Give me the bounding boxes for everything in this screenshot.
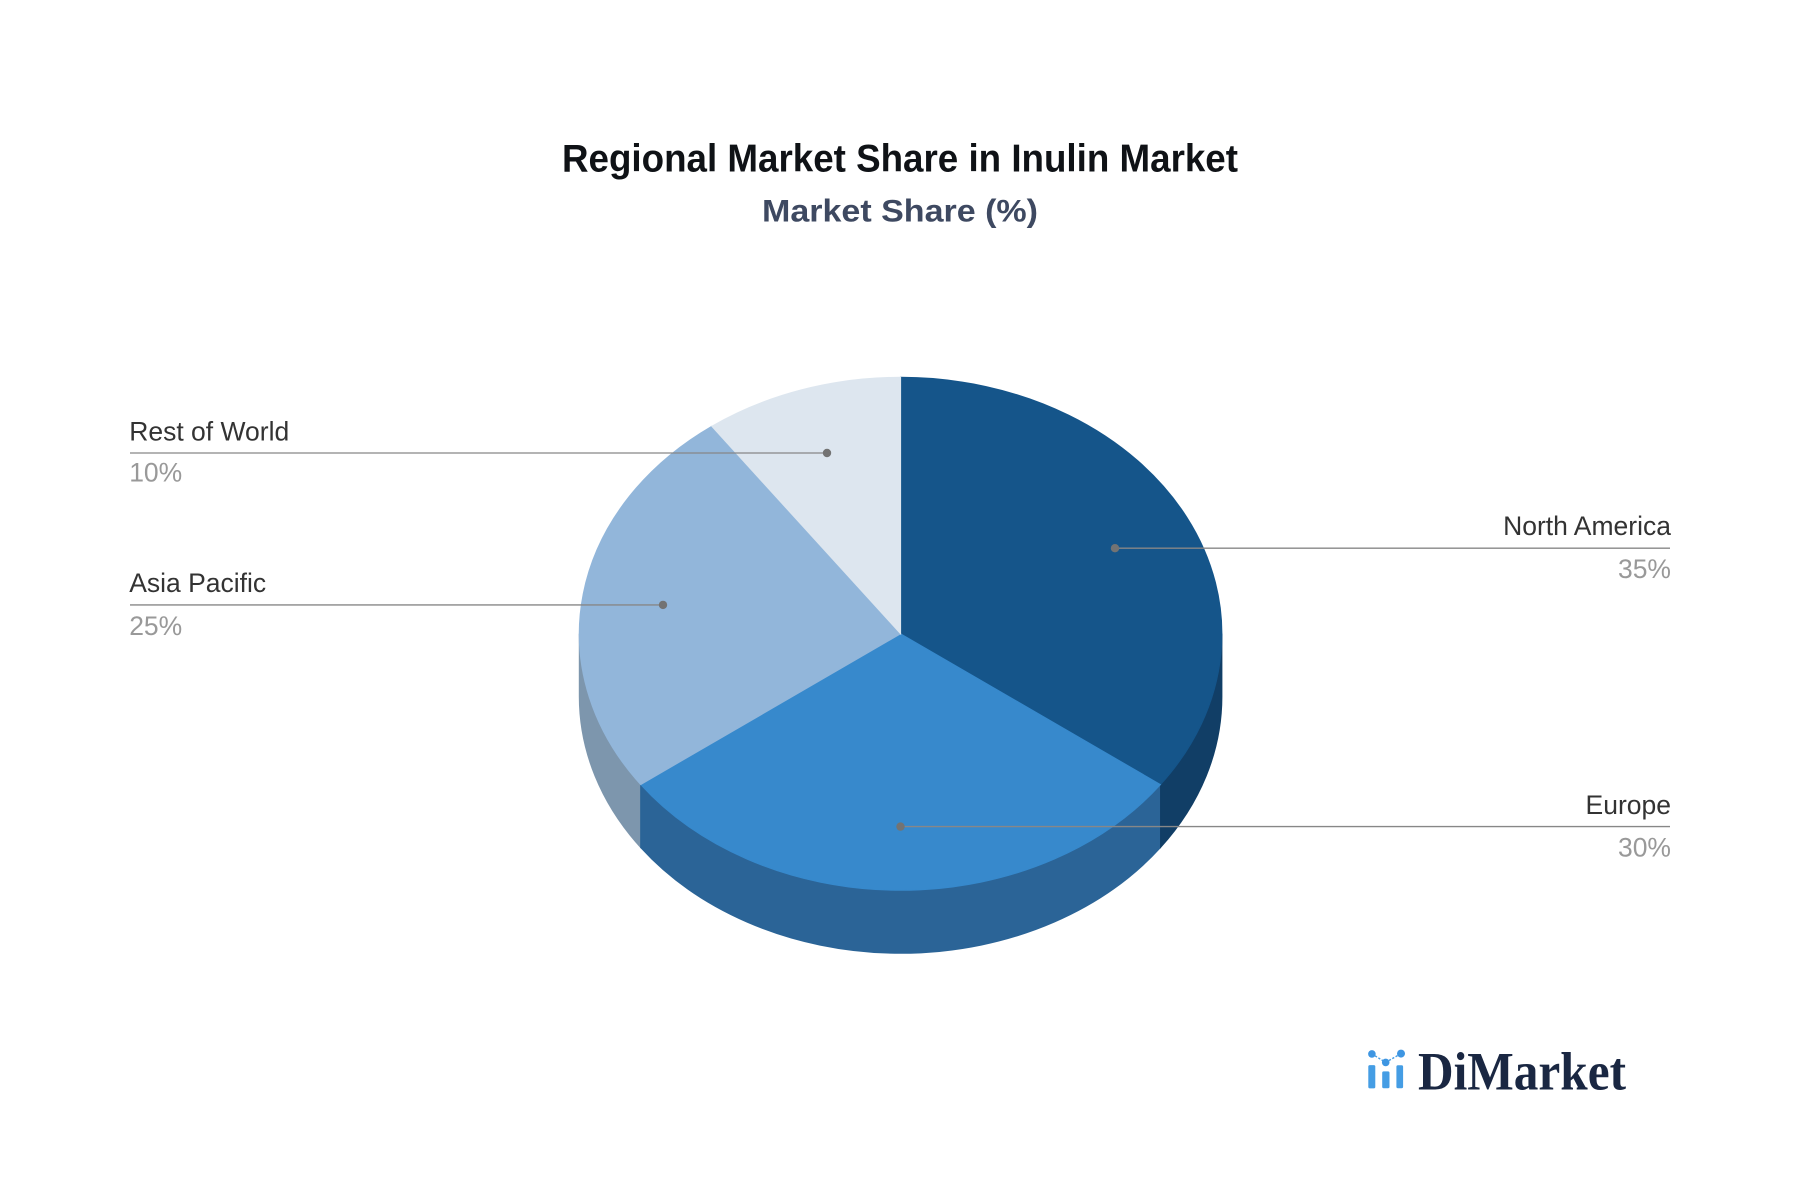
- svg-text:25%: 25%: [129, 611, 182, 641]
- svg-text:Asia Pacific: Asia Pacific: [129, 568, 266, 598]
- svg-text:35%: 35%: [1618, 554, 1671, 584]
- svg-text:Market Share (%): Market Share (%): [762, 192, 1038, 228]
- svg-text:30%: 30%: [1618, 833, 1671, 863]
- svg-text:Europe: Europe: [1586, 790, 1671, 820]
- svg-text:DiMarket: DiMarket: [1418, 1042, 1626, 1102]
- svg-text:North America: North America: [1503, 511, 1671, 541]
- svg-text:Regional Market Share in Inuli: Regional Market Share in Inulin Market: [562, 138, 1238, 181]
- svg-text:10%: 10%: [129, 458, 182, 488]
- svg-text:Rest of World: Rest of World: [129, 417, 289, 447]
